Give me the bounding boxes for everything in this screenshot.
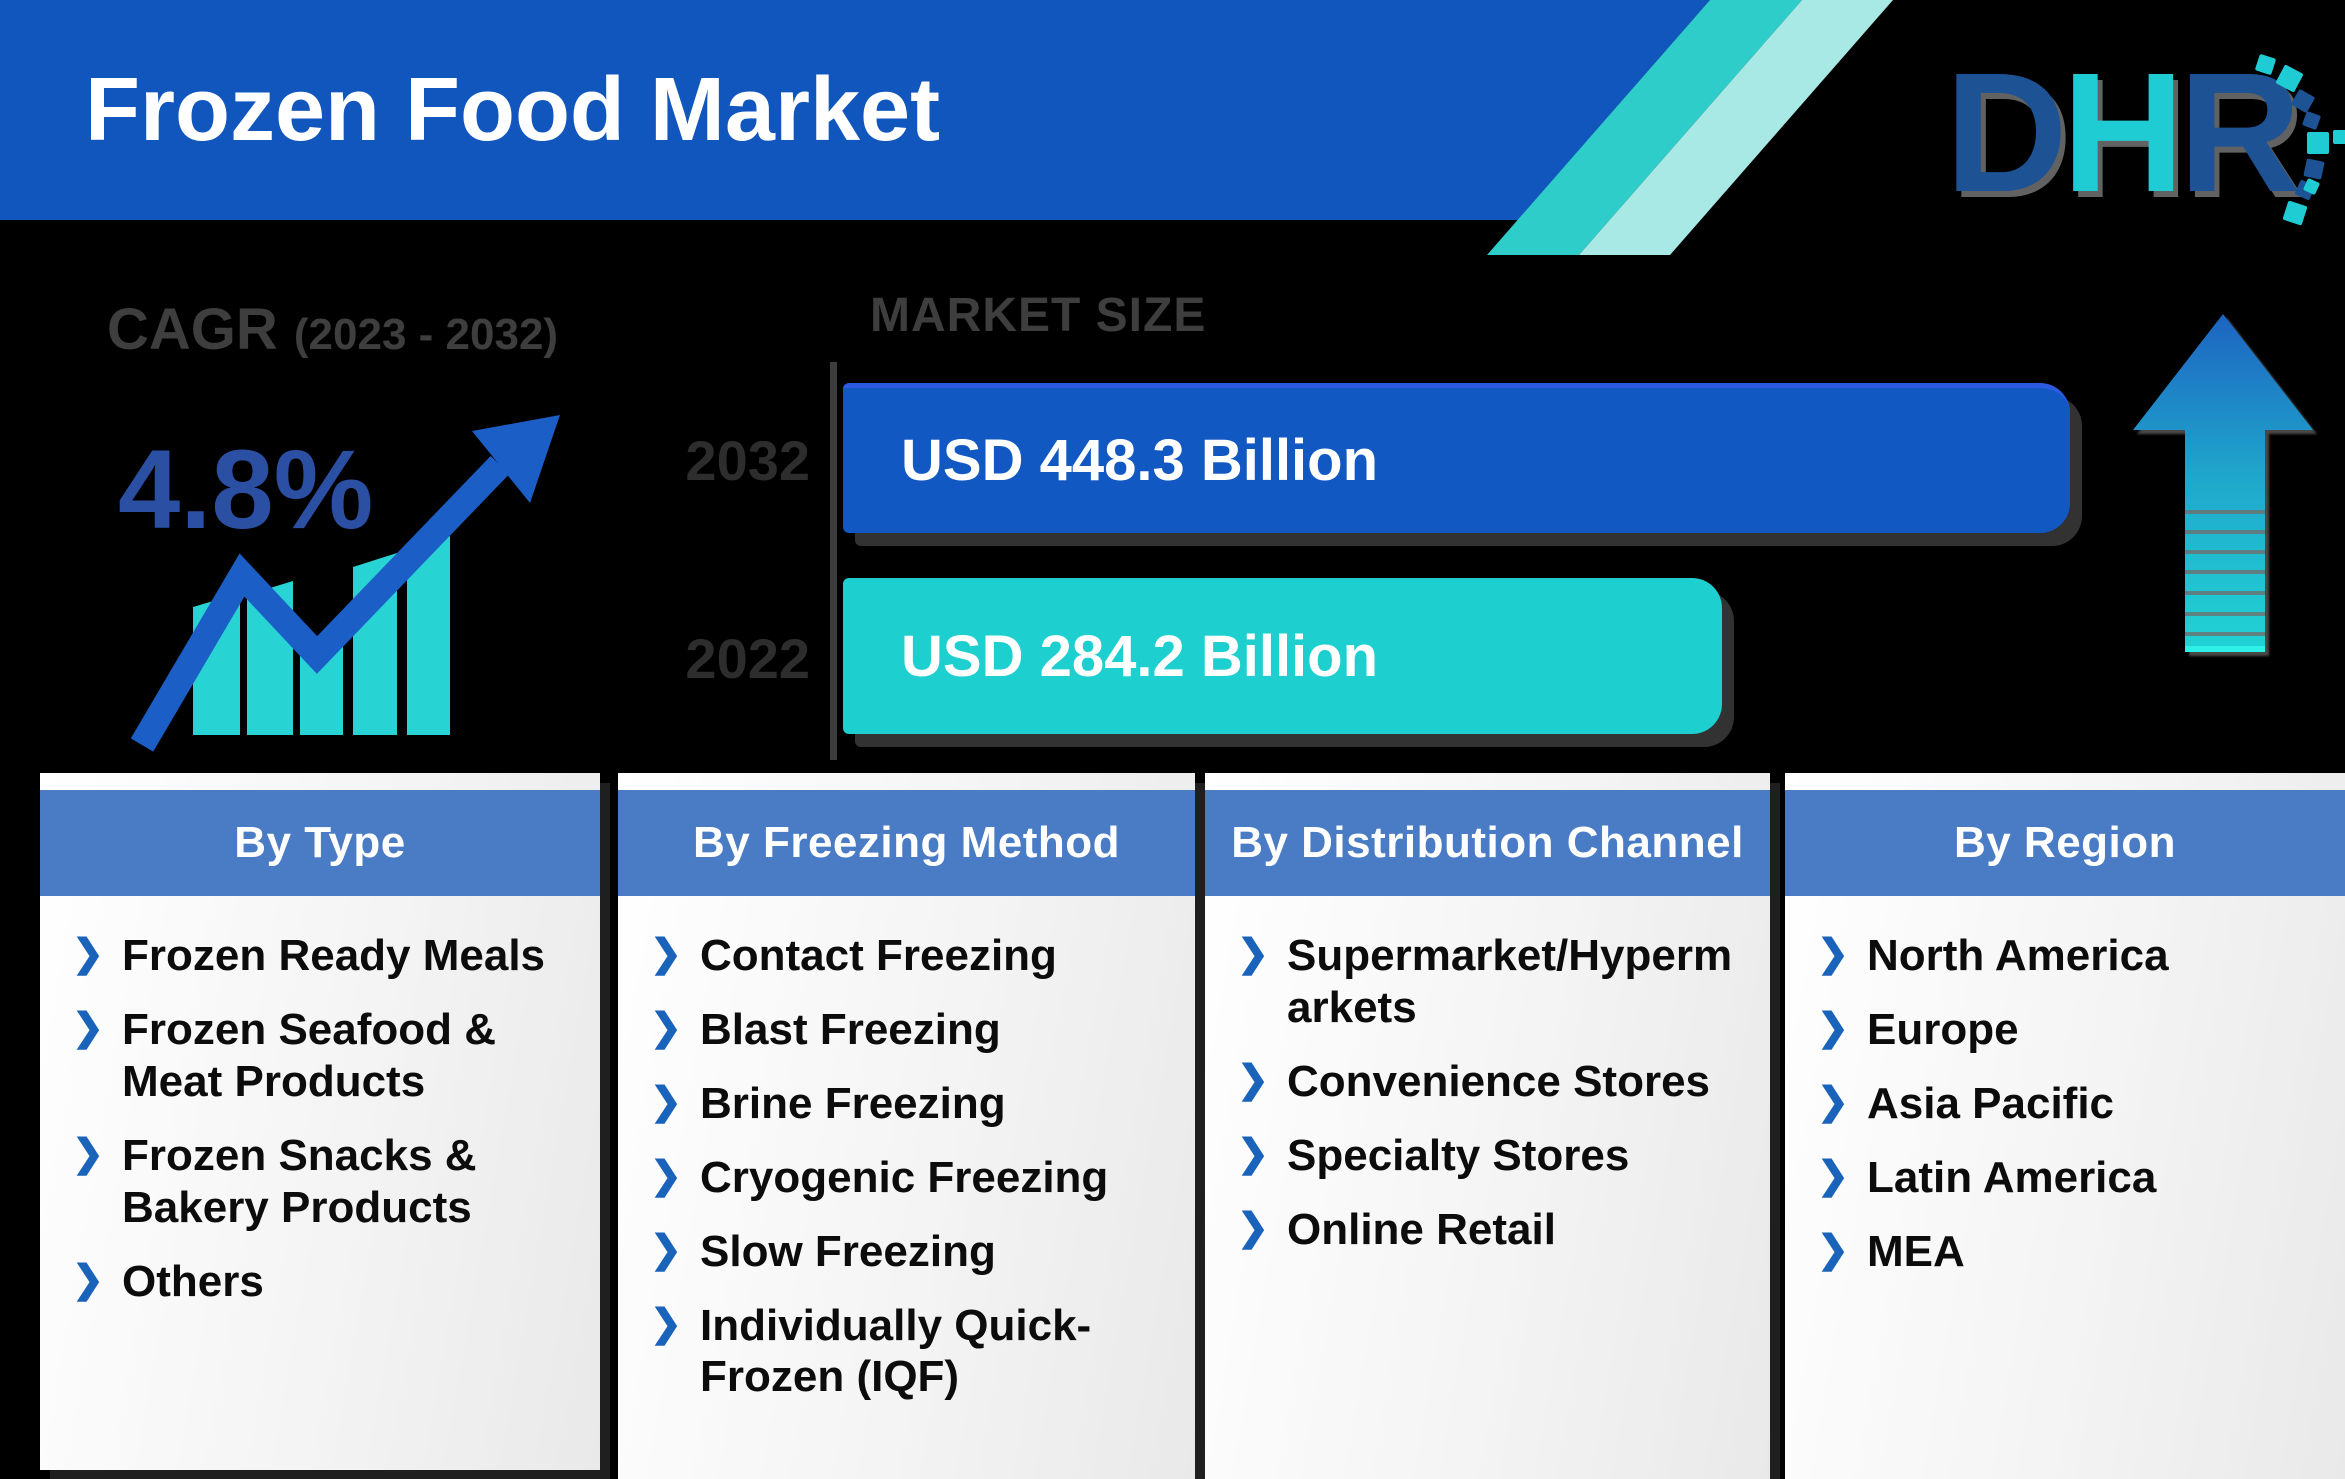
mini-bar (407, 536, 450, 735)
panel-by-distribution-channel: By Distribution Channel Supermarket/Hype… (1205, 773, 1770, 1479)
panel-by-type: By Type Frozen Ready Meals Frozen Seafoo… (40, 773, 600, 1470)
logo-letter-h: H (2061, 38, 2185, 228)
market-bar-2032: USD 448.3 Billion (843, 383, 2070, 533)
cagr-value: 4.8% (118, 427, 374, 552)
cagr-label-text: CAGR (107, 297, 278, 362)
market-size-label: MARKET SIZE (870, 289, 1207, 342)
list-item: Specialty Stores (1237, 1130, 1744, 1182)
panel-by-region: By Region North America Europe Asia Paci… (1785, 773, 2345, 1479)
panel-by-type-header: By Type (40, 790, 600, 896)
header-band-shape (0, 0, 1710, 220)
market-bar-2022-value: USD 284.2 Billion (901, 623, 1379, 689)
market-bar-2032-value: USD 448.3 Billion (901, 428, 1379, 493)
panel-by-distribution-channel-header: By Distribution Channel (1205, 790, 1770, 896)
list-item: Frozen Snacks & Bakery Products (72, 1130, 574, 1234)
list-item: North America (1817, 930, 2319, 982)
trend-line (130, 455, 510, 752)
list-item: Cryogenic Freezing (650, 1152, 1169, 1204)
year-label-2022: 2022 (685, 627, 810, 690)
header-banner (0, 0, 1893, 255)
panel-by-region-header: By Region (1785, 790, 2345, 896)
panel-by-freezing-method-list: Contact Freezing Blast Freezing Brine Fr… (618, 896, 1195, 1403)
diagonal-stripe-teal (1487, 0, 1802, 255)
list-item: Europe (1817, 1004, 2319, 1056)
dhr-logo-letters: DHR (1945, 38, 2302, 228)
cagr-period: (2023 - 2032) (293, 310, 559, 359)
list-item: Supermarket/Hypermarkets (1237, 930, 1744, 1034)
year-label-2032: 2032 (685, 429, 810, 492)
panel-by-type-list: Frozen Ready Meals Frozen Seafood & Meat… (40, 896, 600, 1307)
diagonal-stripe-light-teal (1579, 0, 1893, 255)
list-item: Brine Freezing (650, 1078, 1169, 1130)
list-item: MEA (1817, 1226, 2319, 1278)
logo-dot-icon (2307, 132, 2329, 154)
list-item: Online Retail (1237, 1204, 1744, 1256)
list-item: Others (72, 1256, 574, 1308)
list-item: Latin America (1817, 1152, 2319, 1204)
logo-dot-icon (2333, 130, 2345, 144)
panel-by-freezing-method-header: By Freezing Method (618, 790, 1195, 896)
panel-by-distribution-channel-list: Supermarket/Hypermarkets Convenience Sto… (1205, 896, 1770, 1256)
list-item: Blast Freezing (650, 1004, 1169, 1056)
growth-arrow-icon (2133, 314, 2313, 652)
dhr-logo: DHR (1945, 48, 2345, 228)
panel-by-freezing-method: By Freezing Method Contact Freezing Blas… (618, 773, 1195, 1479)
cagr-trend-chart (130, 415, 560, 752)
market-bar-2022: USD 284.2 Billion (843, 578, 1722, 734)
list-item: Frozen Seafood & Meat Products (72, 1004, 574, 1108)
panel-by-region-list: North America Europe Asia Pacific Latin … (1785, 896, 2345, 1278)
logo-dot-icon (2303, 158, 2325, 180)
logo-letter-d: D (1945, 38, 2068, 228)
list-item: Asia Pacific (1817, 1078, 2319, 1130)
list-item: Convenience Stores (1237, 1056, 1744, 1108)
list-item: Contact Freezing (650, 930, 1169, 982)
trend-arrowhead-icon (472, 415, 560, 503)
list-item: Individually Quick-Frozen (IQF) (650, 1300, 1169, 1404)
list-item: Slow Freezing (650, 1226, 1169, 1278)
page-title: Frozen Food Market (85, 59, 941, 160)
logo-dot-icon (2301, 110, 2322, 131)
cagr-label: CAGR (2023 - 2032) (107, 296, 558, 363)
list-item: Frozen Ready Meals (72, 930, 574, 982)
chart-axis (830, 362, 837, 760)
logo-letter-r: R (2178, 38, 2302, 228)
